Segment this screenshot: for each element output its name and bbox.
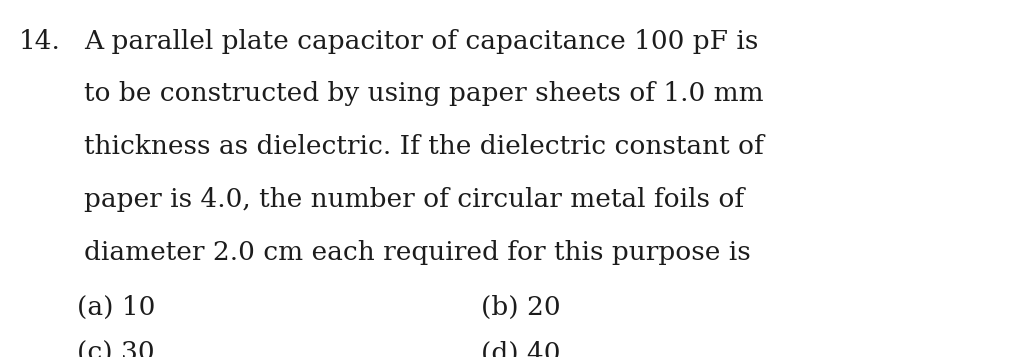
Text: (c) 30: (c) 30	[77, 341, 155, 357]
Text: thickness as dielectric. If the dielectric constant of: thickness as dielectric. If the dielectr…	[84, 134, 764, 159]
Text: 14.: 14.	[18, 29, 60, 54]
Text: to be constructed by using paper sheets of 1.0 mm: to be constructed by using paper sheets …	[84, 81, 764, 106]
Text: A parallel plate capacitor of capacitance 100 pF is: A parallel plate capacitor of capacitanc…	[84, 29, 759, 54]
Text: diameter 2.0 cm each required for this purpose is: diameter 2.0 cm each required for this p…	[84, 240, 751, 265]
Text: (b) 20: (b) 20	[481, 295, 561, 320]
Text: (a) 10: (a) 10	[77, 295, 156, 320]
Text: paper is 4.0, the number of circular metal foils of: paper is 4.0, the number of circular met…	[84, 187, 744, 212]
Text: (d) 40: (d) 40	[481, 341, 561, 357]
